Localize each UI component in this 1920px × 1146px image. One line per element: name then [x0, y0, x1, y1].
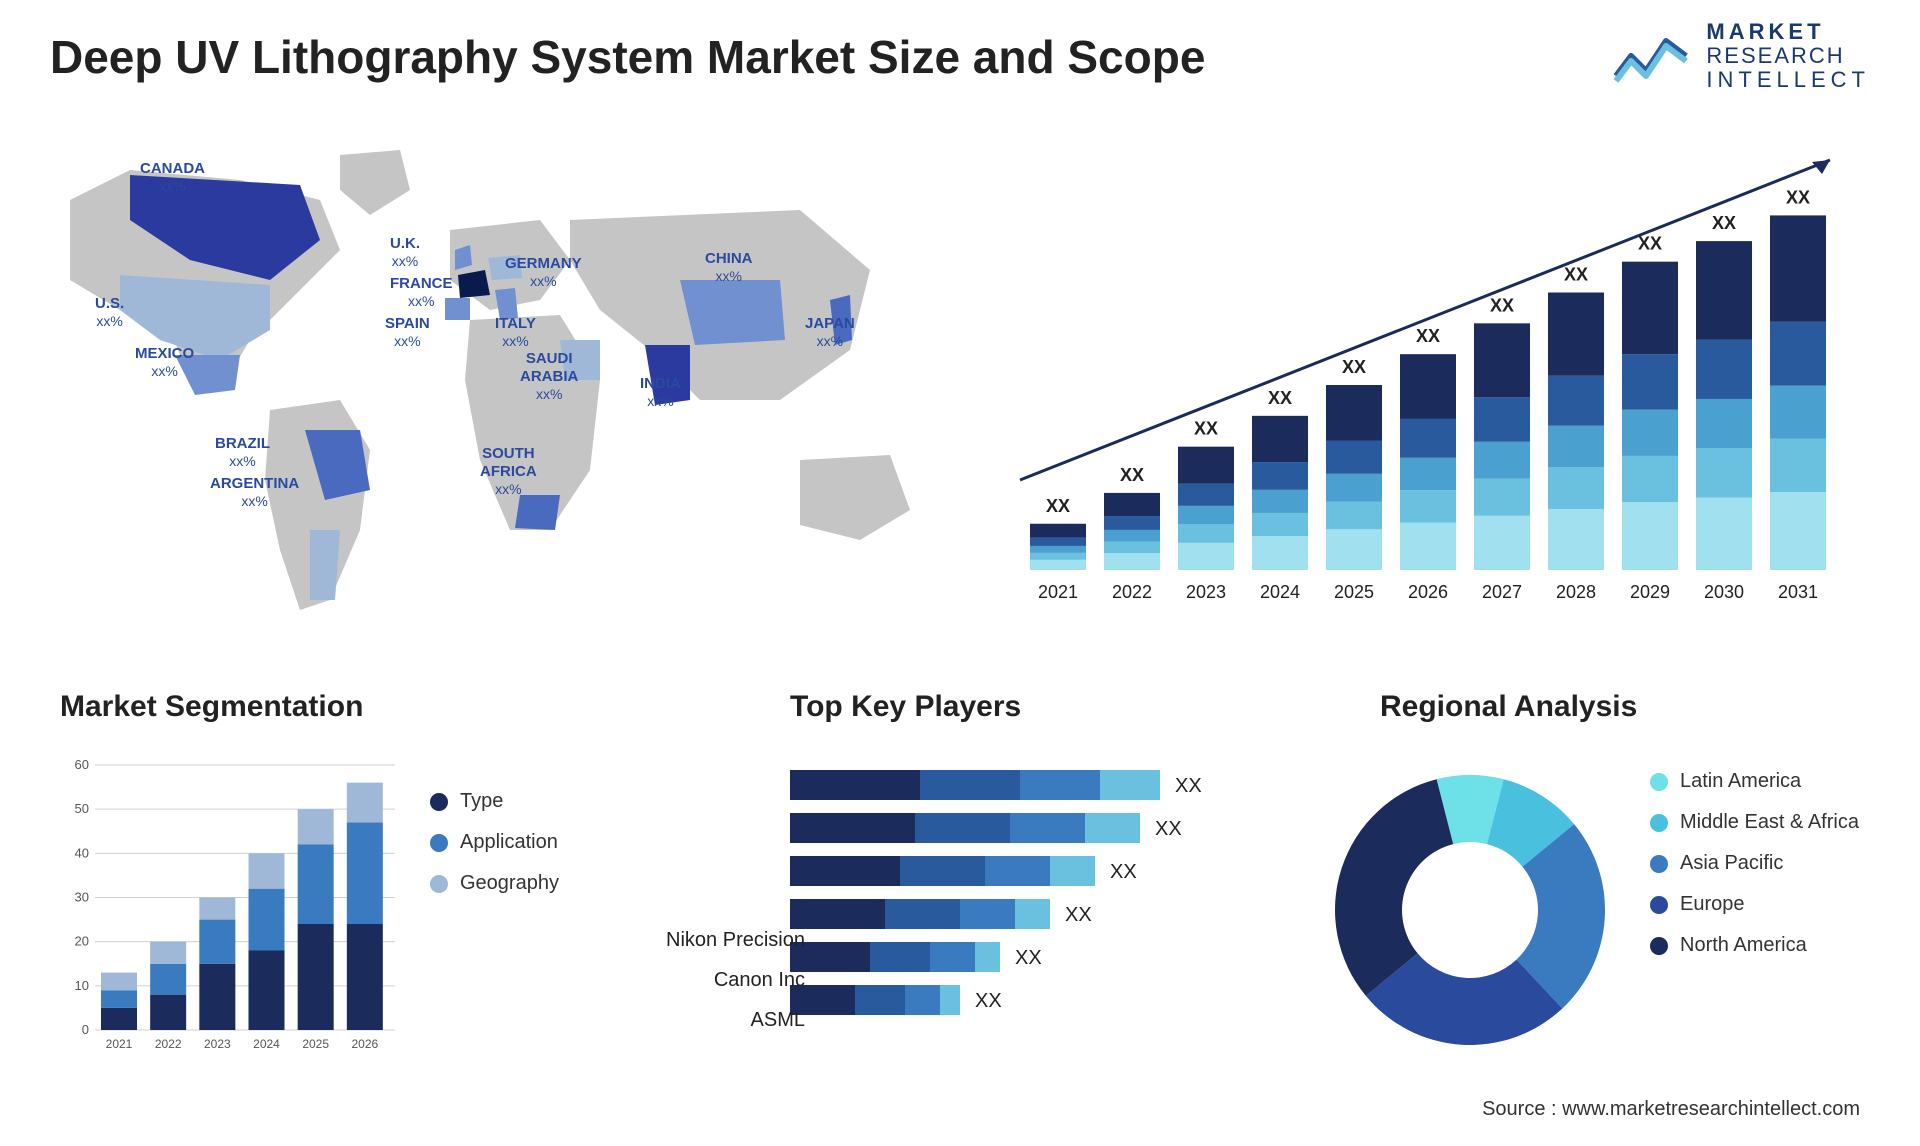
segmentation-section: Market Segmentation 0 10 20 30 40 50 60 2021 202…: [60, 690, 620, 1090]
region-legend-item: Latin America: [1650, 770, 1859, 793]
logo-text-3: INTELLECT: [1706, 68, 1870, 92]
svg-text:2029: 2029: [1630, 582, 1670, 602]
svg-text:30: 30: [75, 890, 89, 905]
svg-text:60: 60: [75, 757, 89, 772]
segmentation-title: Market Segmentation: [60, 690, 363, 724]
svg-text:XX: XX: [1155, 818, 1182, 840]
svg-text:XX: XX: [1175, 775, 1202, 797]
svg-text:XX: XX: [1786, 187, 1810, 207]
svg-text:XX: XX: [1564, 265, 1588, 285]
map-label-germany: GERMANYxx%: [505, 255, 582, 291]
svg-text:2021: 2021: [1038, 582, 1078, 602]
map-label-canada: CANADAxx%: [140, 160, 205, 196]
svg-text:2021: 2021: [106, 1037, 133, 1051]
region-legend-item: Middle East & Africa: [1650, 811, 1859, 834]
svg-text:50: 50: [75, 801, 89, 816]
svg-text:XX: XX: [1065, 904, 1092, 926]
svg-text:XX: XX: [1120, 465, 1144, 485]
svg-text:2023: 2023: [204, 1037, 231, 1051]
svg-text:20: 20: [75, 934, 89, 949]
map-label-spain: SPAINxx%: [385, 315, 430, 351]
svg-text:XX: XX: [1638, 234, 1662, 254]
svg-text:2031: 2031: [1778, 582, 1818, 602]
regional-section: Regional Analysis Latin America Middle Ea…: [1320, 690, 1880, 1090]
svg-text:XX: XX: [1046, 496, 1070, 516]
map-label-mexico: MEXICOxx%: [135, 345, 194, 381]
svg-text:2030: 2030: [1704, 582, 1744, 602]
brand-logo: MARKET RESEARCH INTELLECT: [1611, 20, 1870, 93]
market-size-chart: XX 2021 XX 2022 XX 2023 XX 2024 XX 2025 XX 2026 XX 20…: [1000, 150, 1870, 630]
segmentation-chart: 0 10 20 30 40 50 60 2021 2022 2023 2024 2025 2026: [60, 750, 400, 1060]
source-text: Source : www.marketresearchintellect.com: [1482, 1098, 1860, 1121]
region-legend-item: Europe: [1650, 893, 1859, 916]
map-label-argentina: ARGENTINAxx%: [210, 475, 299, 511]
svg-text:10: 10: [75, 978, 89, 993]
map-label-u-k-: U.K.xx%: [390, 235, 420, 271]
players-title: Top Key Players: [790, 690, 1021, 724]
map-label-brazil: BRAZILxx%: [215, 435, 270, 471]
svg-text:2026: 2026: [351, 1037, 378, 1051]
region-legend-item: Asia Pacific: [1650, 852, 1859, 875]
page-title: Deep UV Lithography System Market Size a…: [50, 30, 1205, 84]
svg-text:40: 40: [75, 845, 89, 860]
svg-text:2022: 2022: [1112, 582, 1152, 602]
regional-donut: [1320, 760, 1620, 1060]
player-label: Nikon Precision: [640, 920, 805, 960]
map-label-japan: JAPANxx%: [805, 315, 855, 351]
regional-title: Regional Analysis: [1380, 690, 1637, 724]
svg-text:2026: 2026: [1408, 582, 1448, 602]
map-label-italy: ITALYxx%: [495, 315, 536, 351]
svg-text:XX: XX: [1015, 947, 1042, 969]
legend-item-application: Application: [430, 831, 559, 854]
logo-text-2: RESEARCH: [1706, 44, 1870, 68]
map-label-india: INDIAxx%: [640, 375, 681, 411]
svg-text:2023: 2023: [1186, 582, 1226, 602]
svg-text:XX: XX: [1416, 326, 1440, 346]
legend-item-geography: Geography: [430, 872, 559, 895]
svg-text:2025: 2025: [1334, 582, 1374, 602]
svg-text:XX: XX: [975, 990, 1002, 1012]
regional-legend: Latin America Middle East & Africa Asia Pa…: [1650, 770, 1859, 975]
map-label-france: FRANCExx%: [390, 275, 453, 311]
svg-text:2024: 2024: [1260, 582, 1300, 602]
players-chart: XX XX XX XX XX XX: [790, 760, 1260, 1060]
map-label-saudi-arabia: SAUDIARABIAxx%: [520, 350, 578, 404]
svg-text:0: 0: [82, 1022, 89, 1037]
map-label-u-s-: U.S.xx%: [95, 295, 124, 331]
svg-text:XX: XX: [1110, 861, 1137, 883]
legend-item-type: Type: [430, 790, 559, 813]
players-label-list: Nikon PrecisionCanon IncASML: [640, 920, 805, 1040]
world-map: CANADAxx% U.S.xx% MEXICOxx% BRAZILxx% ARGENT…: [40, 130, 960, 650]
svg-text:XX: XX: [1712, 213, 1736, 233]
map-label-china: CHINAxx%: [705, 250, 753, 286]
logo-icon: [1611, 26, 1691, 86]
svg-text:2024: 2024: [253, 1037, 280, 1051]
map-label-south-africa: SOUTHAFRICAxx%: [480, 445, 537, 499]
svg-text:2022: 2022: [155, 1037, 182, 1051]
svg-text:2027: 2027: [1482, 582, 1522, 602]
svg-text:XX: XX: [1268, 388, 1292, 408]
player-label: Canon Inc: [640, 960, 805, 1000]
region-legend-item: North America: [1650, 934, 1859, 957]
player-label: ASML: [640, 1000, 805, 1040]
svg-text:XX: XX: [1342, 357, 1366, 377]
svg-text:XX: XX: [1490, 295, 1514, 315]
segmentation-legend: Type Application Geography: [430, 790, 559, 913]
svg-text:2028: 2028: [1556, 582, 1596, 602]
logo-text-1: MARKET: [1706, 20, 1870, 44]
svg-text:2025: 2025: [302, 1037, 329, 1051]
players-section: Top Key Players XX XX XX XX XX XX Nikon Preci…: [640, 690, 1280, 1090]
svg-text:XX: XX: [1194, 419, 1218, 439]
